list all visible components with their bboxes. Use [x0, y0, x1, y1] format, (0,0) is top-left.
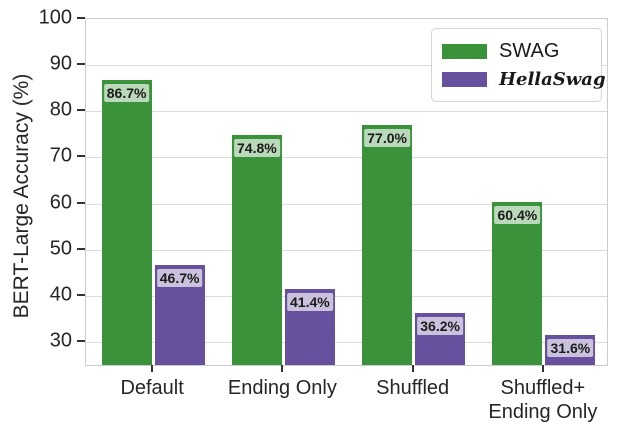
x-tick-mark-1	[281, 365, 284, 372]
bar-hellaswag-shuffled-ending-only: 31.6%	[545, 334, 596, 365]
gridline-50	[86, 249, 607, 251]
x-tick-label-line: Ending Only	[488, 401, 598, 423]
x-tick-label-3: Shuffled+ Ending Only	[488, 376, 597, 424]
bar-swag-shuffled: 77.0%	[362, 125, 413, 365]
bar-swag-ending-only: 74.8%	[231, 135, 282, 365]
bar-hellaswag-shuffled: 36.2%	[415, 313, 466, 365]
y-tick-mark-80	[77, 109, 85, 112]
y-tick-mark-30	[77, 339, 85, 342]
y-tick-mark-40	[77, 293, 85, 296]
bar-hellaswag-default: 46.7%	[154, 264, 205, 365]
y-tick-mark-70	[77, 155, 85, 158]
y-tick-label-40: 40	[49, 283, 72, 306]
bar-value-label-hellaswag-default: 46.7%	[156, 268, 203, 287]
y-axis-label: BERT-Large Accuracy (%)	[10, 73, 33, 319]
gridline-90	[86, 65, 607, 67]
legend-swatch-swag	[442, 43, 487, 59]
gridline-70	[86, 157, 607, 159]
y-tick-label-70: 70	[49, 144, 72, 167]
bar-value-label-swag-shuffled: 77.0%	[364, 129, 410, 148]
x-tick-label-0: Default	[120, 376, 183, 400]
legend-swatch-hellaswag	[442, 71, 487, 87]
x-tick-label-1: Ending Only	[228, 376, 337, 400]
legend-label-hellaswag: HellaSwag	[499, 68, 606, 90]
y-tick-label-100: 100	[38, 6, 72, 29]
x-tick-label-line: Ending Only	[227, 377, 337, 399]
bar-value-label-hellaswag-ending-only: 41.4%	[287, 293, 333, 312]
x-tick-label-2: Shuffled	[376, 376, 449, 400]
bar-value-label-swag-ending-only: 74.8%	[234, 139, 280, 158]
y-tick-label-80: 80	[49, 98, 72, 121]
x-tick-mark-3	[541, 365, 544, 372]
y-tick-label-60: 60	[49, 191, 72, 214]
gridline-60	[86, 203, 607, 205]
x-tick-mark-0	[151, 365, 154, 372]
y-tick-label-30: 30	[49, 329, 72, 352]
bar-value-label-swag-shuffled-ending-only: 60.4%	[494, 205, 541, 224]
bar-value-label-hellaswag-shuffled: 36.2%	[417, 317, 463, 336]
y-tick-label-50: 50	[49, 237, 72, 260]
bar-hellaswag-ending-only: 41.4%	[284, 289, 335, 365]
legend: SWAG HellaSwag	[431, 28, 606, 102]
bar-swag-shuffled-ending-only: 60.4%	[492, 201, 543, 365]
x-tick-mark-2	[411, 365, 414, 372]
y-tick-mark-60	[77, 201, 85, 204]
gridline-30	[86, 341, 607, 343]
gridline-80	[86, 111, 607, 113]
bar-value-label-hellaswag-shuffled-ending-only: 31.6%	[547, 338, 594, 357]
x-tick-label-line: Shuffled+	[500, 377, 586, 399]
legend-item-hellaswag: HellaSwag	[442, 65, 606, 93]
bar-value-label-swag-default: 86.7%	[103, 84, 150, 103]
y-tick-label-90: 90	[49, 52, 72, 75]
legend-item-swag: SWAG	[442, 37, 589, 65]
legend-label-swag: SWAG	[499, 39, 560, 62]
x-tick-label-line: Shuffled	[376, 377, 450, 399]
gridline-40	[86, 295, 607, 297]
y-tick-mark-90	[77, 63, 85, 66]
bar-swag-default: 86.7%	[101, 80, 152, 365]
y-tick-mark-100	[77, 17, 85, 19]
y-tick-mark-50	[77, 247, 85, 250]
x-tick-label-line: Default	[120, 377, 184, 399]
